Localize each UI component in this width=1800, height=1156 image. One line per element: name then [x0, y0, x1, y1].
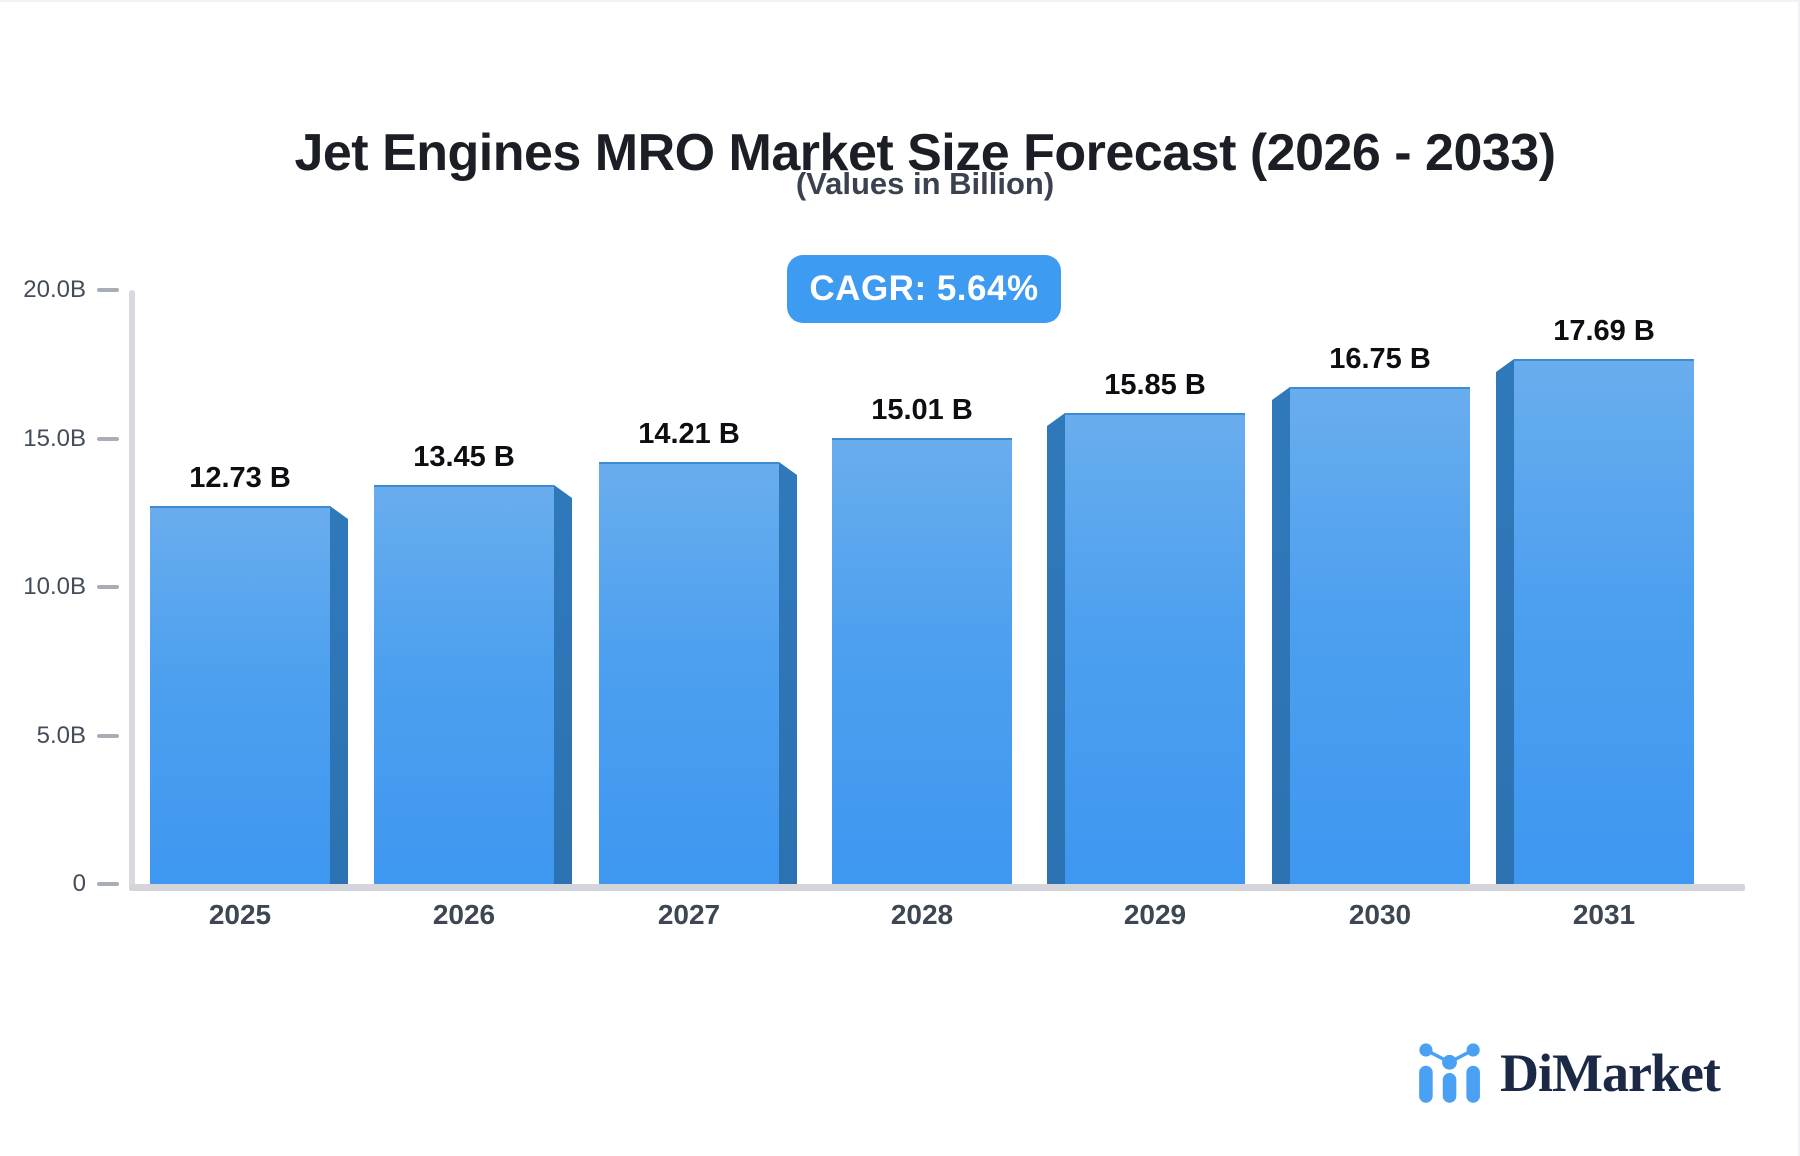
bar-value-label: 15.85 B — [1104, 369, 1206, 401]
bar-2030[interactable] — [1272, 387, 1470, 884]
x-axis-label-2031: 2031 — [1572, 899, 1636, 930]
x-axis-label-2030: 2030 — [1348, 899, 1412, 930]
y-tick-label: 10.0B — [23, 573, 86, 600]
bar-side-bevel — [779, 462, 797, 884]
y-axis-line — [129, 290, 135, 886]
frame-top-border — [0, 0, 1800, 2]
bar-value-label: 17.69 B — [1553, 315, 1655, 347]
bar-side-bevel — [554, 485, 572, 884]
dimarket-logo: DiMarket — [1414, 1038, 1721, 1108]
bar-2027[interactable] — [599, 462, 797, 884]
bar-face — [599, 462, 779, 884]
x-axis-label-2025: 2025 — [208, 899, 272, 930]
bar-value-label: 15.01 B — [871, 394, 973, 426]
bar-side-bevel — [1272, 387, 1290, 884]
bar-value-label: 14.21 B — [638, 418, 740, 450]
y-tick-mark — [97, 734, 119, 738]
cagr-badge: CAGR: 5.64% — [787, 255, 1061, 323]
y-tick-label: 5.0B — [36, 722, 86, 749]
frame-right-border — [1798, 0, 1800, 1156]
y-tick-mark — [97, 437, 119, 441]
bar-2029[interactable] — [1047, 413, 1245, 884]
bar-face — [150, 506, 330, 884]
bar-side-bevel — [330, 506, 348, 884]
bar-face — [374, 485, 554, 884]
bar-2026[interactable] — [374, 485, 572, 884]
bar-2025[interactable] — [150, 506, 348, 884]
bar-value-label: 12.73 B — [189, 462, 291, 494]
x-axis-label-2027: 2027 — [657, 899, 721, 930]
y-tick-mark — [97, 288, 119, 292]
bar-chart-logo-icon — [1419, 1043, 1480, 1103]
y-tick-label: 15.0B — [23, 425, 86, 452]
x-axis-label-2026: 2026 — [432, 899, 496, 930]
bar-2031[interactable] — [1496, 359, 1694, 884]
bar-side-bevel — [1496, 359, 1514, 884]
bar-face — [1514, 359, 1694, 884]
bar-face — [1290, 387, 1470, 884]
bar-face — [1065, 413, 1245, 884]
bar-2028[interactable] — [823, 438, 1021, 884]
y-tick-label: 0 — [72, 870, 86, 897]
logo-text: DiMarket — [1500, 1043, 1721, 1103]
chart-title: Jet Engines MRO Market Size Forecast (20… — [294, 123, 1556, 182]
x-axis-baseline — [129, 884, 1745, 891]
x-axis-label-2029: 2029 — [1123, 899, 1187, 930]
bar-value-label: 13.45 B — [413, 441, 515, 473]
y-tick-mark — [97, 882, 119, 886]
x-axis-label-2028: 2028 — [890, 899, 954, 930]
bar-side-bevel — [1047, 413, 1065, 884]
chart-subtitle: (Values in Billion) — [795, 166, 1055, 201]
bar-value-label: 16.75 B — [1329, 343, 1431, 375]
y-tick-label: 20.0B — [23, 276, 86, 303]
y-tick-mark — [97, 585, 119, 589]
bar-face — [832, 438, 1012, 884]
